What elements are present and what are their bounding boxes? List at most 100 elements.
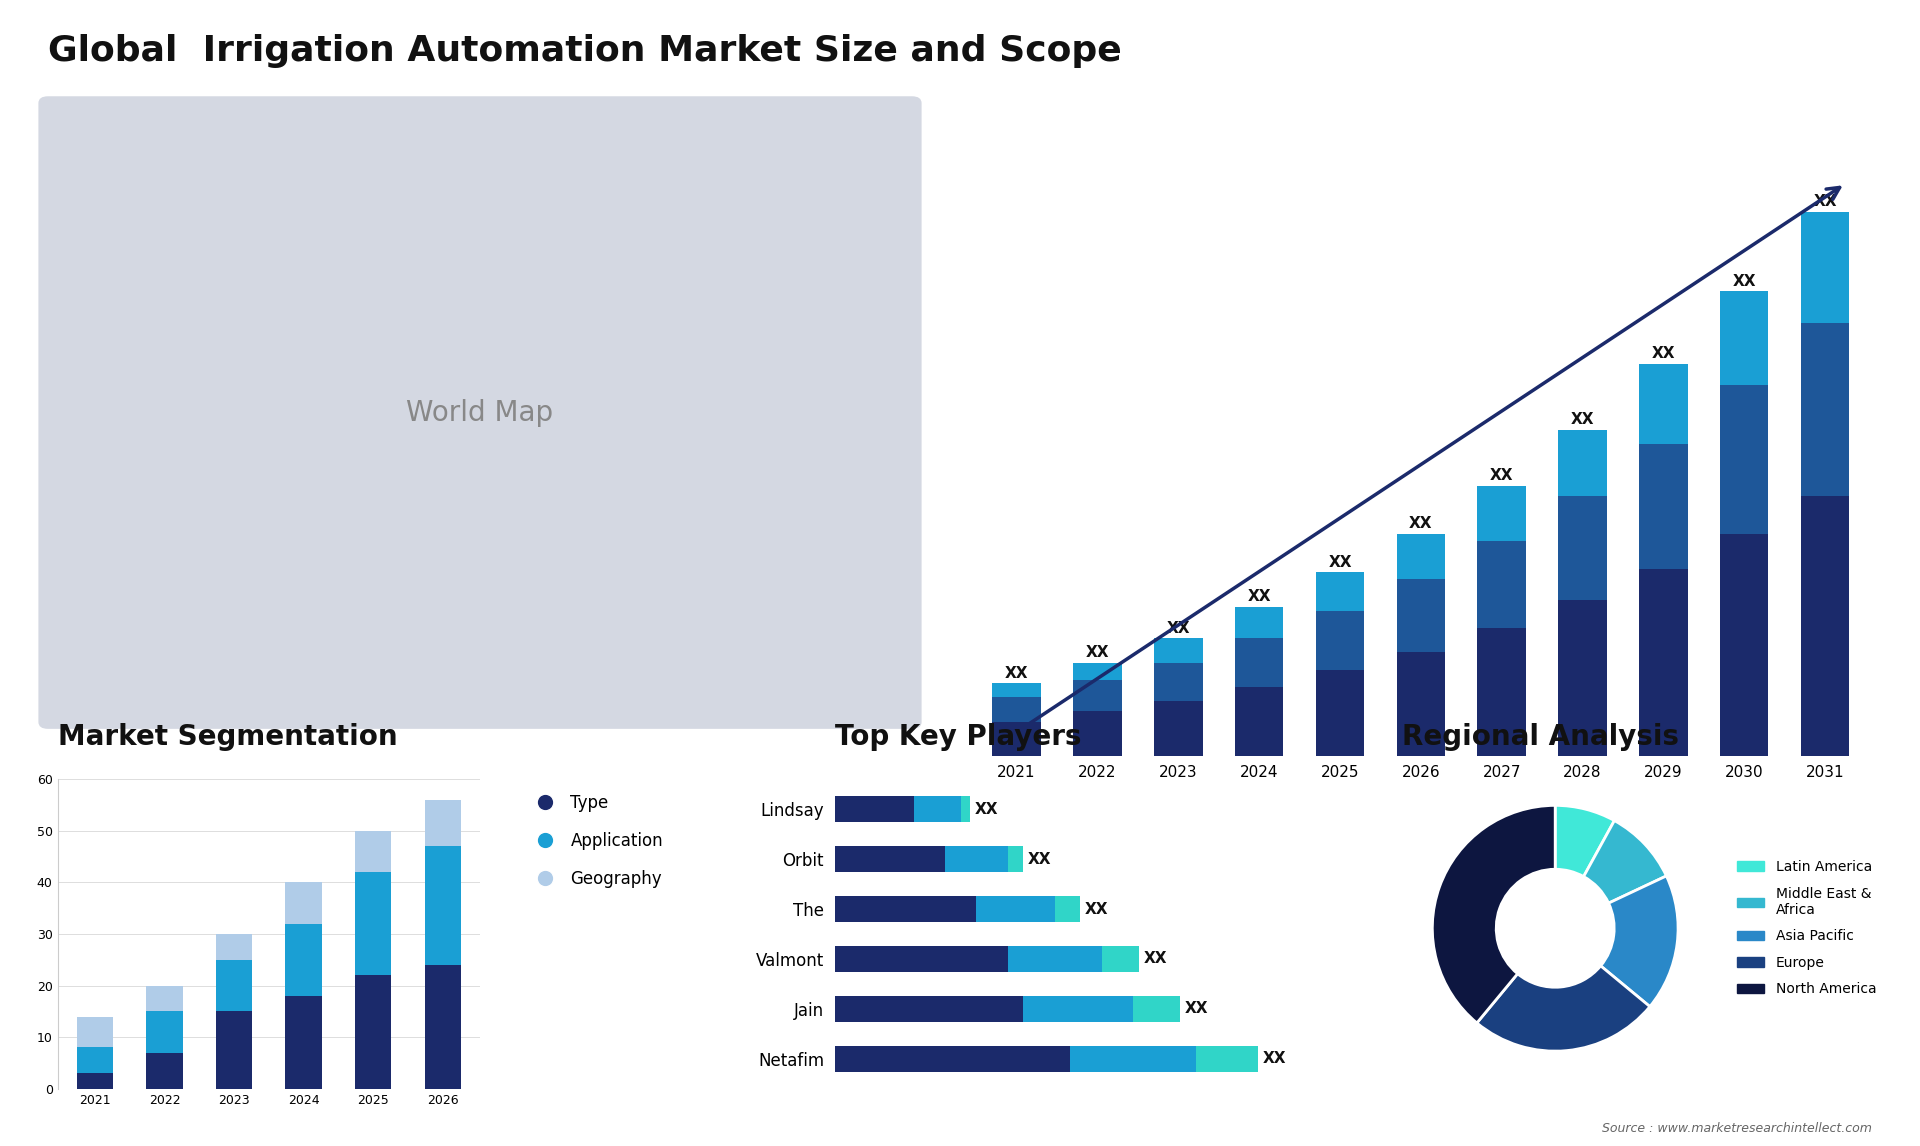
Bar [355, 831, 392, 872]
Bar [355, 975, 392, 1089]
Wedge shape [1584, 821, 1667, 903]
Text: XX: XX [1085, 902, 1108, 917]
Text: XX: XX [1144, 951, 1167, 966]
Bar [215, 934, 252, 959]
Bar [1315, 573, 1365, 611]
Bar [1559, 496, 1607, 601]
Bar [993, 698, 1041, 722]
Bar [1154, 638, 1202, 662]
Bar [1640, 568, 1688, 756]
Bar [945, 846, 1008, 872]
Wedge shape [1476, 966, 1649, 1051]
Bar [1196, 1046, 1258, 1072]
Bar [286, 882, 323, 924]
Bar [77, 1017, 113, 1047]
Bar [1720, 702, 1768, 756]
Bar [1154, 662, 1202, 701]
Bar [993, 722, 1041, 756]
Bar [835, 846, 945, 872]
Bar [1235, 686, 1283, 756]
Text: XX: XX [1167, 621, 1190, 636]
Text: XX: XX [1027, 851, 1052, 866]
Bar [1640, 444, 1688, 568]
Text: World Map: World Map [407, 399, 553, 426]
Bar [1235, 739, 1283, 756]
Bar [1396, 730, 1446, 756]
Bar [1154, 743, 1202, 756]
Bar [1476, 725, 1526, 756]
Bar [1396, 652, 1446, 756]
Bar [1476, 541, 1526, 628]
Bar [1102, 945, 1139, 972]
Bar [146, 986, 182, 1011]
Bar [1235, 638, 1283, 686]
Bar [1023, 996, 1133, 1022]
Bar [975, 896, 1054, 923]
Bar [960, 796, 970, 822]
Bar [835, 1046, 1069, 1072]
Text: XX: XX [1651, 346, 1674, 361]
Text: Top Key Players: Top Key Players [835, 723, 1081, 751]
Text: XX: XX [1812, 194, 1837, 209]
Bar [1008, 846, 1023, 872]
Bar [424, 846, 461, 965]
Bar [424, 800, 461, 846]
Bar [1720, 534, 1768, 756]
Bar [835, 945, 1008, 972]
Bar [1235, 607, 1283, 638]
Text: XX: XX [975, 802, 998, 817]
Bar [77, 1073, 113, 1089]
Bar [1069, 1046, 1196, 1072]
Bar [1801, 693, 1849, 756]
Bar [993, 683, 1041, 698]
Wedge shape [1555, 806, 1615, 877]
Bar [835, 796, 914, 822]
Text: Global  Irrigation Automation Market Size and Scope: Global Irrigation Automation Market Size… [48, 34, 1121, 69]
Bar [1073, 745, 1121, 756]
Bar [1559, 601, 1607, 756]
Text: XX: XX [1085, 645, 1110, 660]
Wedge shape [1601, 876, 1678, 1006]
Text: XX: XX [1409, 517, 1432, 532]
Bar [1054, 896, 1079, 923]
Bar [215, 1011, 252, 1089]
Text: XX: XX [1248, 589, 1271, 604]
Bar [1008, 945, 1102, 972]
Bar [1801, 212, 1849, 322]
Bar [1640, 712, 1688, 756]
Bar [1315, 735, 1365, 756]
Text: Source : www.marketresearchintellect.com: Source : www.marketresearchintellect.com [1601, 1122, 1872, 1135]
Bar [146, 1011, 182, 1052]
Bar [1315, 669, 1365, 756]
Text: XX: XX [1490, 468, 1513, 482]
Text: XX: XX [1185, 1002, 1208, 1017]
Bar [355, 872, 392, 975]
Legend: Type, Application, Geography: Type, Application, Geography [522, 787, 670, 895]
Bar [1801, 322, 1849, 496]
Bar [1396, 580, 1446, 652]
Bar [1720, 385, 1768, 534]
Wedge shape [1432, 806, 1555, 1023]
Bar [215, 960, 252, 1011]
Text: XX: XX [1263, 1051, 1286, 1066]
Bar [1315, 611, 1365, 669]
Text: XX: XX [1329, 555, 1352, 570]
Bar [835, 996, 1023, 1022]
Bar [1133, 996, 1181, 1022]
Bar [146, 1052, 182, 1089]
Text: Market Segmentation: Market Segmentation [58, 723, 397, 751]
Bar [835, 896, 975, 923]
Text: XX: XX [1571, 413, 1594, 427]
FancyBboxPatch shape [38, 96, 922, 729]
Bar [1396, 534, 1446, 580]
Bar [286, 996, 323, 1089]
Bar [1559, 719, 1607, 756]
Bar [1073, 680, 1121, 712]
Text: XX: XX [1732, 274, 1757, 289]
Bar [1559, 430, 1607, 496]
Bar [993, 747, 1041, 756]
Bar [424, 965, 461, 1089]
Bar [286, 924, 323, 996]
Bar [1154, 701, 1202, 756]
Legend: Latin America, Middle East &
Africa, Asia Pacific, Europe, North America: Latin America, Middle East & Africa, Asi… [1732, 855, 1882, 1002]
